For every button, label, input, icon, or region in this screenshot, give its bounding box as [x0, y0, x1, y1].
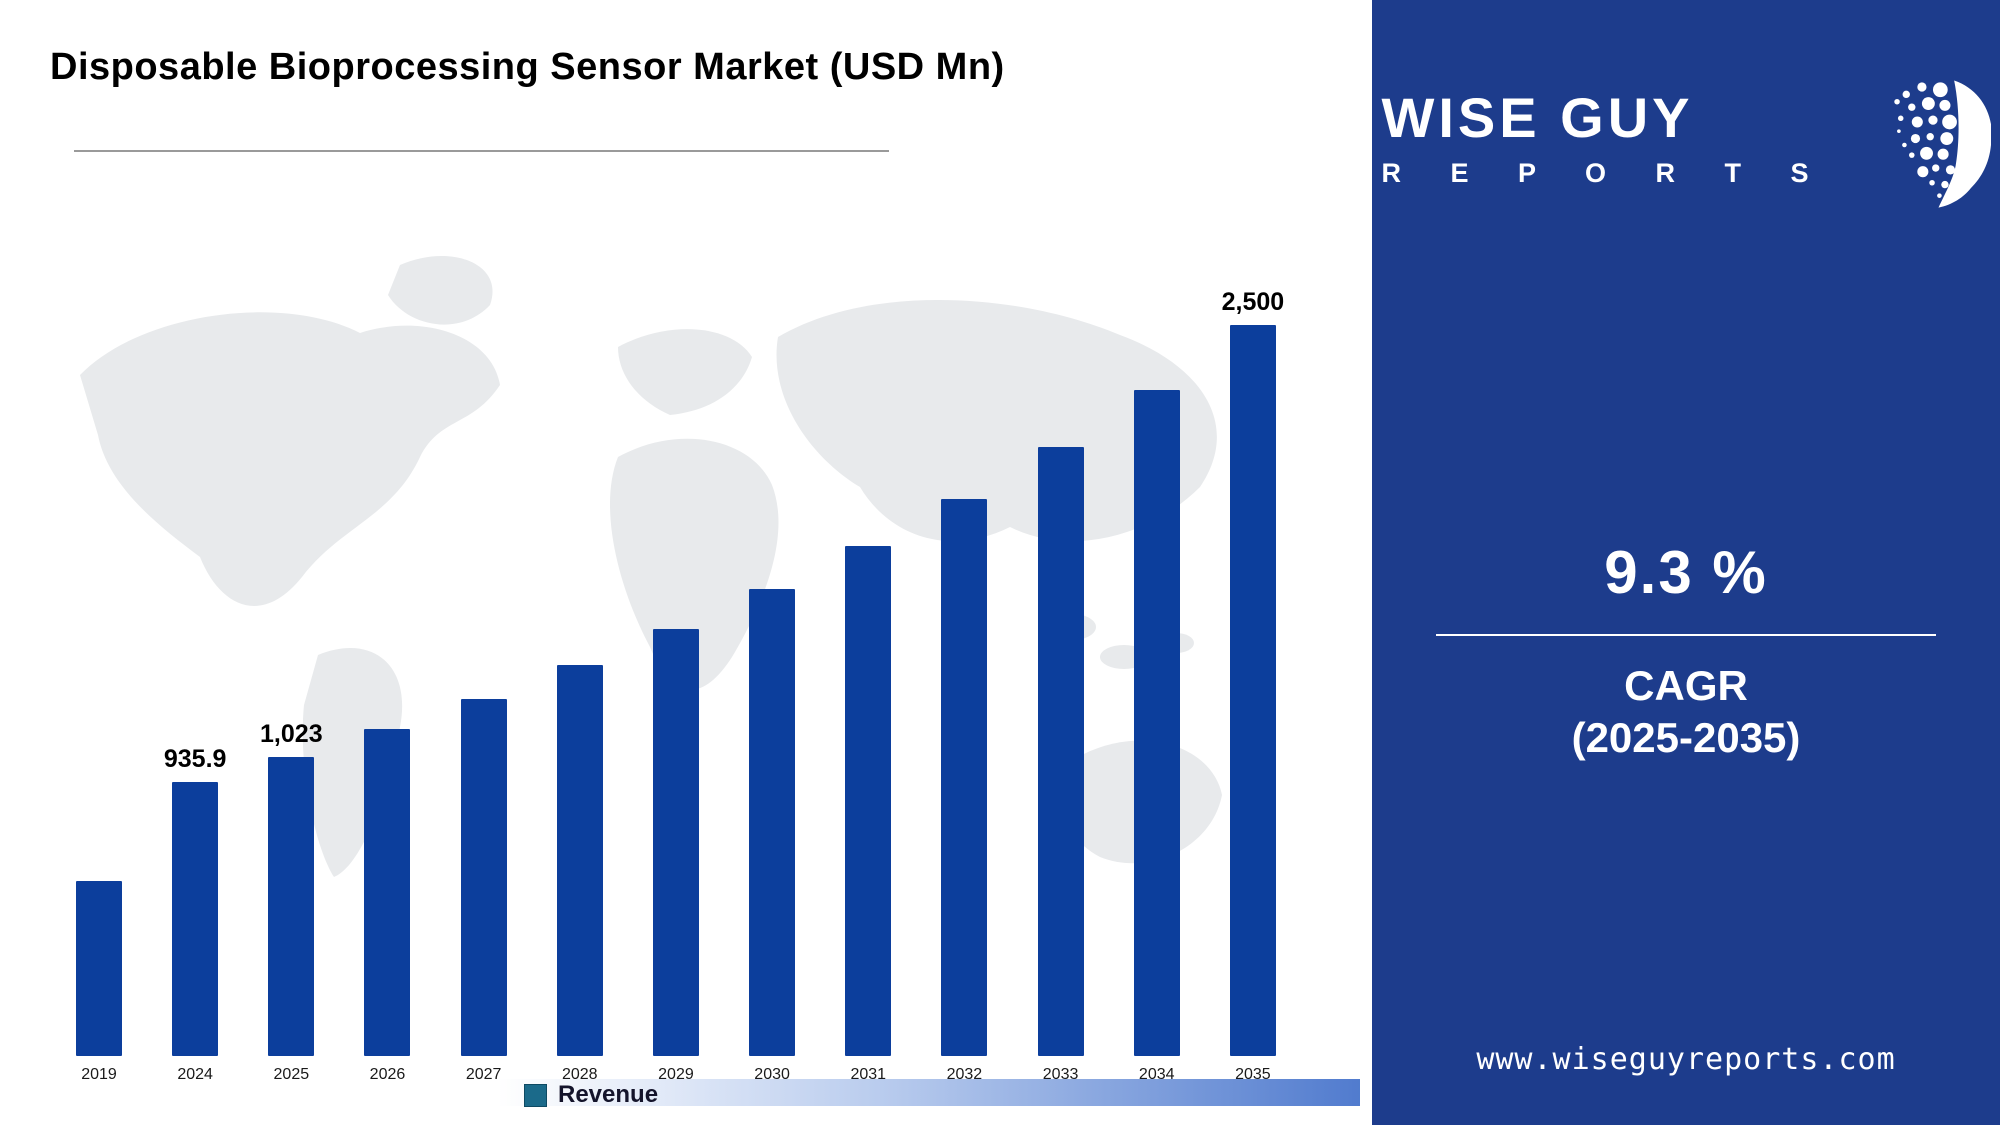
logo-subtext: R E P O R T S — [1381, 158, 1830, 188]
logo-wordmark: WISE GUY — [1381, 86, 1694, 149]
bar-group: 1,023 2025 — [260, 250, 323, 1085]
cagr-label-line1: CAGR — [1624, 662, 1748, 709]
x-axis-tick-label: 2024 — [177, 1066, 213, 1083]
bar — [652, 629, 699, 1056]
x-axis-tick-label: 2026 — [369, 1066, 406, 1083]
x-axis-tick-label: 2027 — [465, 1066, 502, 1083]
bar-group: 2034 — [1128, 250, 1186, 1085]
bar — [1133, 390, 1180, 1056]
bar — [845, 546, 892, 1056]
bar-group: 2031 — [839, 250, 897, 1085]
bar — [1037, 447, 1084, 1056]
bar-value-label: 935.9 — [163, 745, 227, 773]
x-axis-tick-label: 2030 — [754, 1066, 790, 1083]
bar-area: 2019 935.9 2024 1,023 2025 2026 2027 2028 2029 20… — [70, 250, 1285, 1085]
website-link[interactable]: www.wiseguyreports.com — [1476, 1042, 1896, 1077]
bar-group: 2028 — [551, 250, 609, 1085]
bar-group: 2,500 2035 — [1221, 250, 1285, 1085]
panel-divider — [1436, 634, 1936, 636]
bar — [941, 499, 988, 1056]
legend-gradient-strip — [498, 1079, 1360, 1106]
title-underline — [74, 150, 889, 152]
bar-group: 2019 — [70, 250, 128, 1085]
dotted-head-icon — [1893, 80, 1991, 208]
cagr-label: CAGR (2025-2035) — [1372, 660, 2000, 764]
bar — [460, 699, 507, 1056]
bar-group: 2033 — [1032, 250, 1090, 1085]
page-title: Disposable Bioprocessing Sensor Market (… — [50, 46, 1005, 88]
bar — [76, 881, 122, 1056]
x-axis-tick-label: 2025 — [273, 1066, 310, 1083]
x-axis-tick-label: 2029 — [658, 1066, 694, 1083]
x-axis-tick-label: 2034 — [1138, 1066, 1175, 1083]
bar-group: 935.9 2024 — [163, 250, 227, 1085]
bar — [749, 589, 796, 1056]
x-axis-tick-label: 2019 — [81, 1066, 117, 1083]
legend-label: Revenue — [558, 1081, 659, 1108]
x-axis-tick-label: 2033 — [1042, 1066, 1079, 1083]
bar-group: 2032 — [935, 250, 993, 1085]
x-axis-tick-label: 2031 — [850, 1066, 887, 1083]
x-axis-tick-label: 2035 — [1235, 1066, 1271, 1083]
cagr-value: 9.3 % — [1604, 539, 1768, 606]
x-axis-tick-label: 2032 — [946, 1066, 983, 1083]
bar — [268, 757, 315, 1056]
bar-group: 2030 — [743, 250, 801, 1085]
x-axis-tick-label: 2028 — [561, 1066, 598, 1083]
brand-logo: WISE GUY R E P O R T S — [1372, 70, 2000, 220]
bar-value-label: 1,023 — [260, 720, 323, 748]
bar-group: 2027 — [455, 250, 513, 1085]
bar — [556, 665, 603, 1056]
bar-value-label: 2,500 — [1221, 288, 1285, 316]
bar-group: 2029 — [647, 250, 705, 1085]
bar — [364, 729, 411, 1056]
legend-swatch — [524, 1083, 547, 1107]
side-panel: WISE GUY R E P O R T S 9.3 % — [1372, 0, 2000, 1125]
bar — [1229, 325, 1276, 1056]
legend: Revenue — [524, 1081, 658, 1109]
bar-group: 2026 — [358, 250, 416, 1085]
chart-panel: Disposable Bioprocessing Sensor Market (… — [50, 46, 1360, 1109]
bar — [172, 782, 219, 1056]
cagr-label-line2: (2025-2035) — [1571, 714, 1801, 761]
